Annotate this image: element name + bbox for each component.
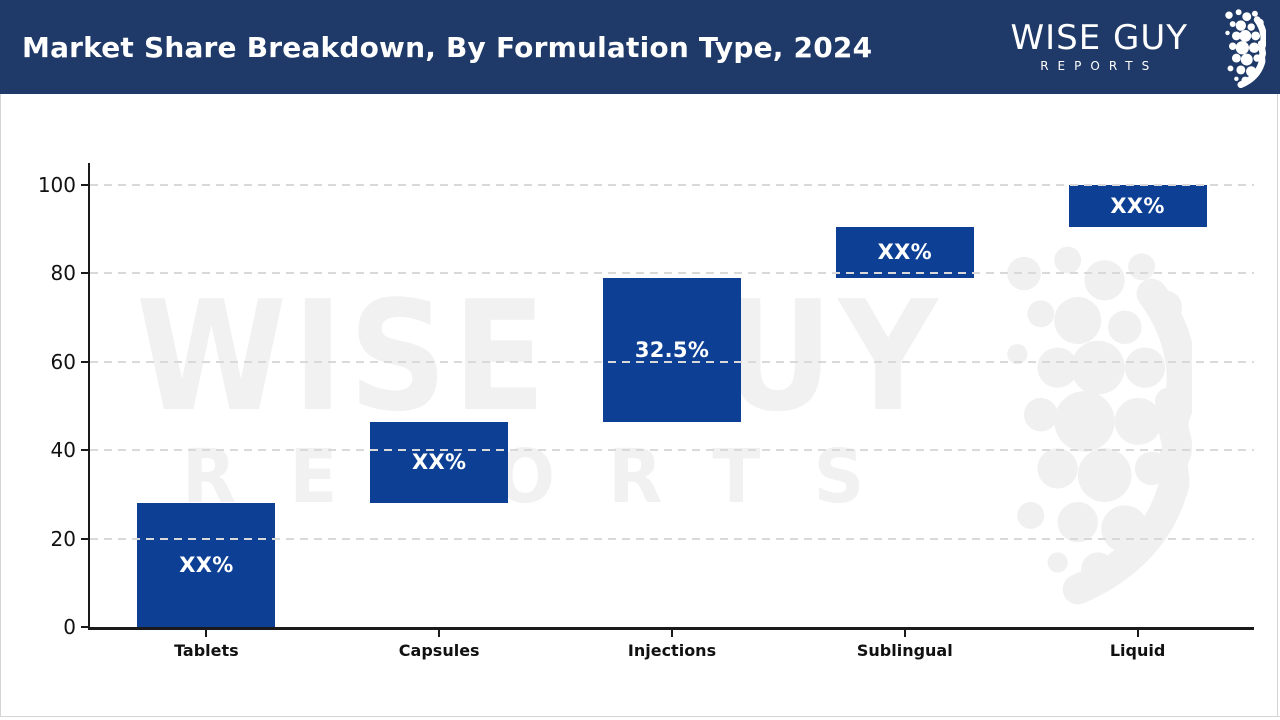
- bar-value-label: XX%: [877, 240, 932, 265]
- watermark-face-icon: [1007, 246, 1192, 605]
- x-category-label-liquid: Liquid: [1109, 641, 1166, 660]
- gridline-100: [90, 184, 1254, 187]
- bar-value-label: XX%: [412, 450, 467, 475]
- y-tick-label-60: 60: [50, 349, 76, 374]
- x-tick-tablets: [205, 628, 208, 637]
- x-axis-spine: [88, 627, 1254, 630]
- y-tick-label-40: 40: [50, 438, 76, 463]
- gridline-20: [90, 537, 1254, 540]
- y-tick-60: [81, 360, 89, 363]
- page-border-left: [0, 94, 1, 717]
- bar-sublingual: XX%: [835, 227, 974, 278]
- y-axis-spine: [88, 163, 90, 629]
- x-tick-capsules: [438, 628, 441, 637]
- gridline-80: [90, 272, 1254, 275]
- y-tick-label-20: 20: [50, 526, 76, 551]
- x-category-label-capsules: Capsules: [398, 641, 480, 660]
- x-tick-injections: [671, 628, 673, 637]
- watermark-wordmark: WISE GUY: [136, 268, 944, 445]
- x-tick-sublingual: [903, 628, 906, 637]
- logo-wordmark: WISE GUY: [1010, 18, 1188, 58]
- y-tick-100: [81, 184, 89, 187]
- logo-text: WISE GUY REPORTS: [1010, 21, 1188, 73]
- page-border-bottom: [0, 716, 1280, 717]
- bar-liquid: XX%: [1068, 185, 1207, 228]
- x-category-label-sublingual: Sublingual: [856, 641, 953, 660]
- bar-value-label: XX%: [1110, 194, 1165, 219]
- gridline-40: [90, 449, 1254, 452]
- bar-value-label: 32.5%: [634, 337, 710, 362]
- gridline-60: [90, 360, 1254, 363]
- header-bar: Market Share Breakdown, By Formulation T…: [0, 0, 1280, 94]
- wise-guy-logo: WISE GUY REPORTS: [1010, 6, 1266, 88]
- bar-capsules: XX%: [370, 421, 509, 504]
- bar-value-label: XX%: [179, 553, 234, 578]
- y-tick-label-0: 0: [63, 615, 76, 639]
- logo-subtitle: REPORTS: [1040, 59, 1159, 73]
- x-category-label-injections: Injections: [627, 641, 717, 660]
- page-border-right: [1277, 94, 1278, 717]
- x-category-label-tablets: Tablets: [174, 641, 239, 660]
- y-tick-label-100: 100: [37, 173, 76, 198]
- y-tick-80: [81, 272, 89, 275]
- page-title: Market Share Breakdown, By Formulation T…: [22, 30, 873, 64]
- watermark-subtitle: REPORTS: [182, 434, 918, 520]
- bar-tablets: XX%: [137, 503, 276, 627]
- dotted-face-icon: [1225, 9, 1266, 88]
- x-tick-liquid: [1136, 628, 1139, 637]
- y-tick-40: [81, 449, 89, 452]
- bar-injections: 32.5%: [603, 277, 741, 422]
- y-tick-0: [81, 626, 89, 628]
- y-tick-20: [81, 537, 89, 540]
- y-tick-label-80: 80: [50, 261, 76, 286]
